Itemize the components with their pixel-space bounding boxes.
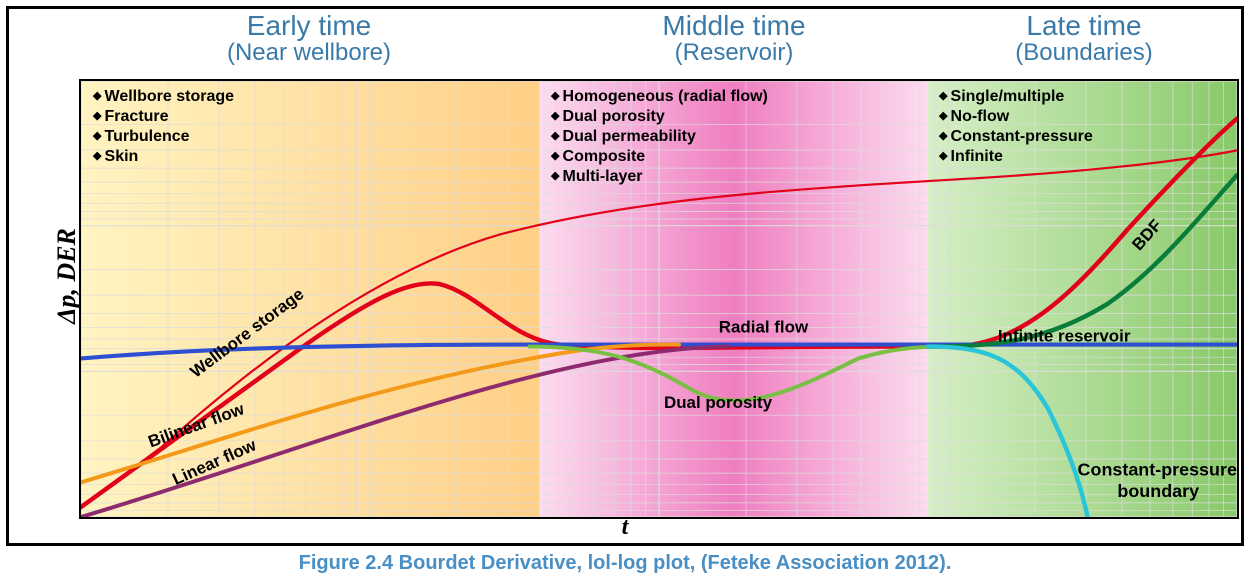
header-late: Late time (Boundaries) [929, 11, 1239, 66]
header-middle-line2: (Reservoir) [539, 40, 929, 65]
bullet-item: Dual permeability [551, 127, 768, 147]
bullet-item: Wellbore storage [93, 87, 234, 107]
bullet-item: Constant-pressure [939, 127, 1093, 147]
y-axis-label: Δp, DER [52, 228, 82, 324]
bullet-item: Skin [93, 147, 234, 167]
figure-caption: Figure 2.4 Bourdet Derivative, lol-log p… [0, 552, 1250, 575]
header-early-line2: (Near wellbore) [79, 40, 539, 65]
header-late-line2: (Boundaries) [929, 40, 1239, 65]
header-late-line1: Late time [929, 11, 1239, 40]
bullet-item: Infinite [939, 147, 1093, 167]
bullet-item: Homogeneous (radial flow) [551, 87, 768, 107]
header-early-line1: Early time [79, 11, 539, 40]
bullet-item: Turbulence [93, 127, 234, 147]
header-middle-line1: Middle time [539, 11, 929, 40]
bullets-middle: Homogeneous (radial flow)Dual porosityDu… [551, 87, 768, 187]
bullet-item: Dual porosity [551, 107, 768, 127]
x-axis-label: t [9, 514, 1241, 541]
extra-label-0: Constant-pressure [1078, 459, 1237, 479]
plot-area: Wellbore storageRadial flowBilinear flow… [79, 79, 1239, 519]
bullet-item: Composite [551, 147, 768, 167]
region-headers: Early time (Near wellbore) Middle time (… [79, 9, 1241, 79]
bullets-early: Wellbore storageFractureTurbulenceSkin [93, 87, 234, 167]
bullet-item: Multi-layer [551, 167, 768, 187]
header-middle: Middle time (Reservoir) [539, 11, 929, 66]
label-infinite-reservoir: Infinite reservoir [998, 327, 1131, 346]
figure-frame: Δp, DER Early time (Near wellbore) Middl… [6, 6, 1244, 546]
extra-label-1: boundary [1117, 481, 1199, 501]
bullet-item: Single/multiple [939, 87, 1093, 107]
bullet-item: No-flow [939, 107, 1093, 127]
header-early: Early time (Near wellbore) [79, 11, 539, 66]
label-dual-porosity: Dual porosity [664, 393, 773, 412]
bullet-item: Fracture [93, 107, 234, 127]
bullets-late: Single/multipleNo-flowConstant-pressureI… [939, 87, 1093, 167]
label-radial-flow: Radial flow [719, 318, 809, 337]
